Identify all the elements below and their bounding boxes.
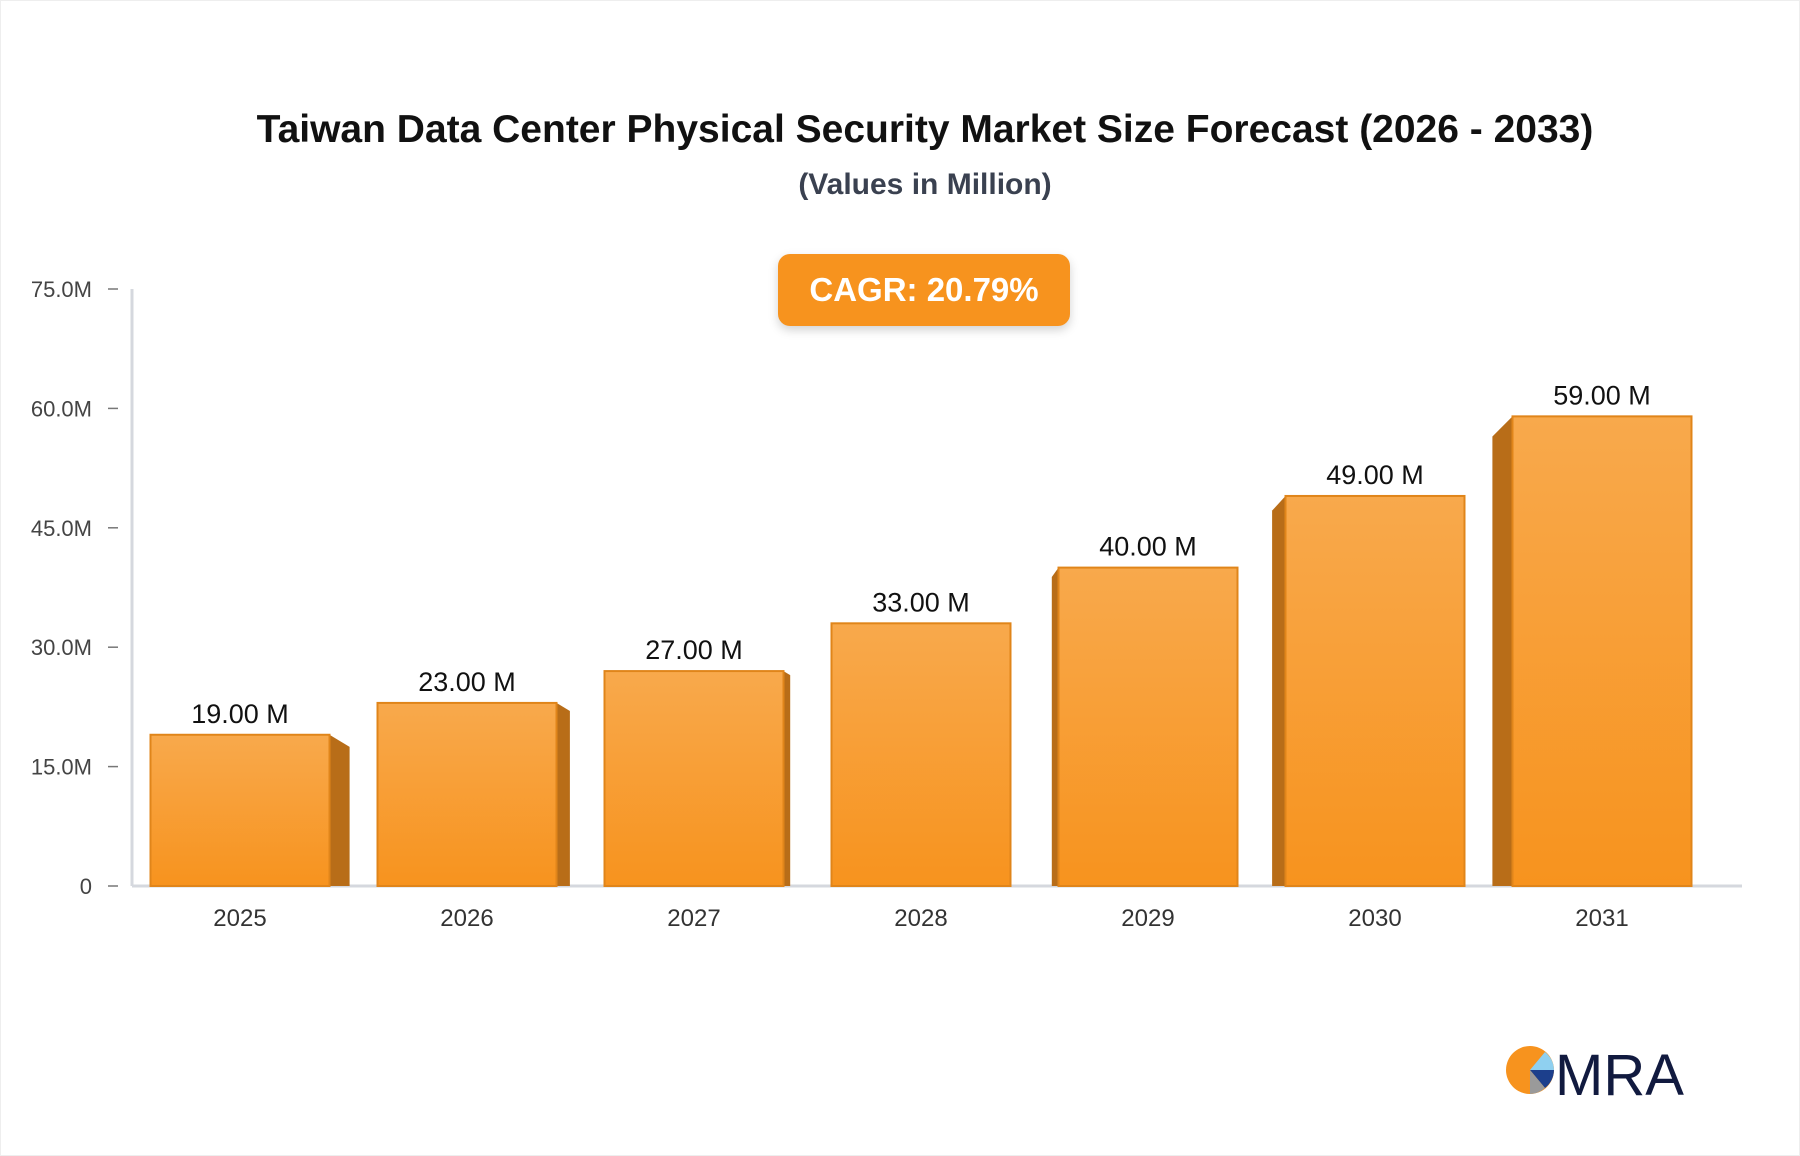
mra-logo: MRA <box>1506 1043 1684 1108</box>
x-tick-label: 2026 <box>440 905 493 932</box>
bar-side <box>556 702 570 886</box>
bar-side <box>329 734 350 886</box>
x-tick-label: 2031 <box>1575 905 1628 932</box>
y-tick-label: 45.0M <box>31 516 92 541</box>
bar-side <box>1272 495 1286 886</box>
bar <box>376 701 558 887</box>
data-label: 33.00 M <box>872 587 970 617</box>
x-tick-label: 2028 <box>894 905 947 932</box>
chart-title: Taiwan Data Center Physical Security Mar… <box>256 108 1594 151</box>
bar-group: 19.00 M 2025 <box>149 699 350 932</box>
y-tick-label: 0 <box>80 874 92 899</box>
data-label: 27.00 M <box>645 635 743 665</box>
bar <box>1284 494 1466 887</box>
x-tick-label: 2025 <box>213 905 266 932</box>
y-tick-label: 75.0M <box>31 277 92 302</box>
bar-group: 27.00 M 2027 <box>603 635 791 932</box>
bar <box>149 733 331 888</box>
data-label: 23.00 M <box>418 667 516 697</box>
bar <box>830 622 1012 887</box>
data-label: 59.00 M <box>1553 380 1651 410</box>
bar-group: 59.00 M 2031 <box>1492 380 1693 932</box>
x-tick-label: 2030 <box>1348 905 1401 932</box>
bar-side <box>783 671 791 886</box>
y-tick-label: 15.0M <box>31 755 92 780</box>
x-tick-label: 2029 <box>1121 905 1174 932</box>
chart-subtitle: (Values in Million) <box>798 168 1052 201</box>
bar-side <box>1051 567 1059 886</box>
bar <box>603 670 785 888</box>
bar-group: 23.00 M 2026 <box>376 667 570 932</box>
data-label: 49.00 M <box>1326 460 1424 490</box>
y-tick-label: 30.0M <box>31 635 92 660</box>
bar-group: 49.00 M 2030 <box>1272 460 1466 932</box>
x-tick-label: 2027 <box>667 905 720 932</box>
y-tick-label: 60.0M <box>31 396 92 421</box>
cagr-badge: CAGR: 20.79% <box>778 254 1070 326</box>
data-label: 40.00 M <box>1099 532 1197 562</box>
bar-side <box>1492 416 1513 886</box>
data-label: 19.00 M <box>191 699 289 729</box>
bar-group: 40.00 M 2029 <box>1051 532 1239 932</box>
bar <box>1057 566 1239 887</box>
bar <box>1511 415 1693 887</box>
svg-text:MRA: MRA <box>1555 1043 1684 1108</box>
bar-group: 33.00 M 2028 <box>830 587 1012 932</box>
